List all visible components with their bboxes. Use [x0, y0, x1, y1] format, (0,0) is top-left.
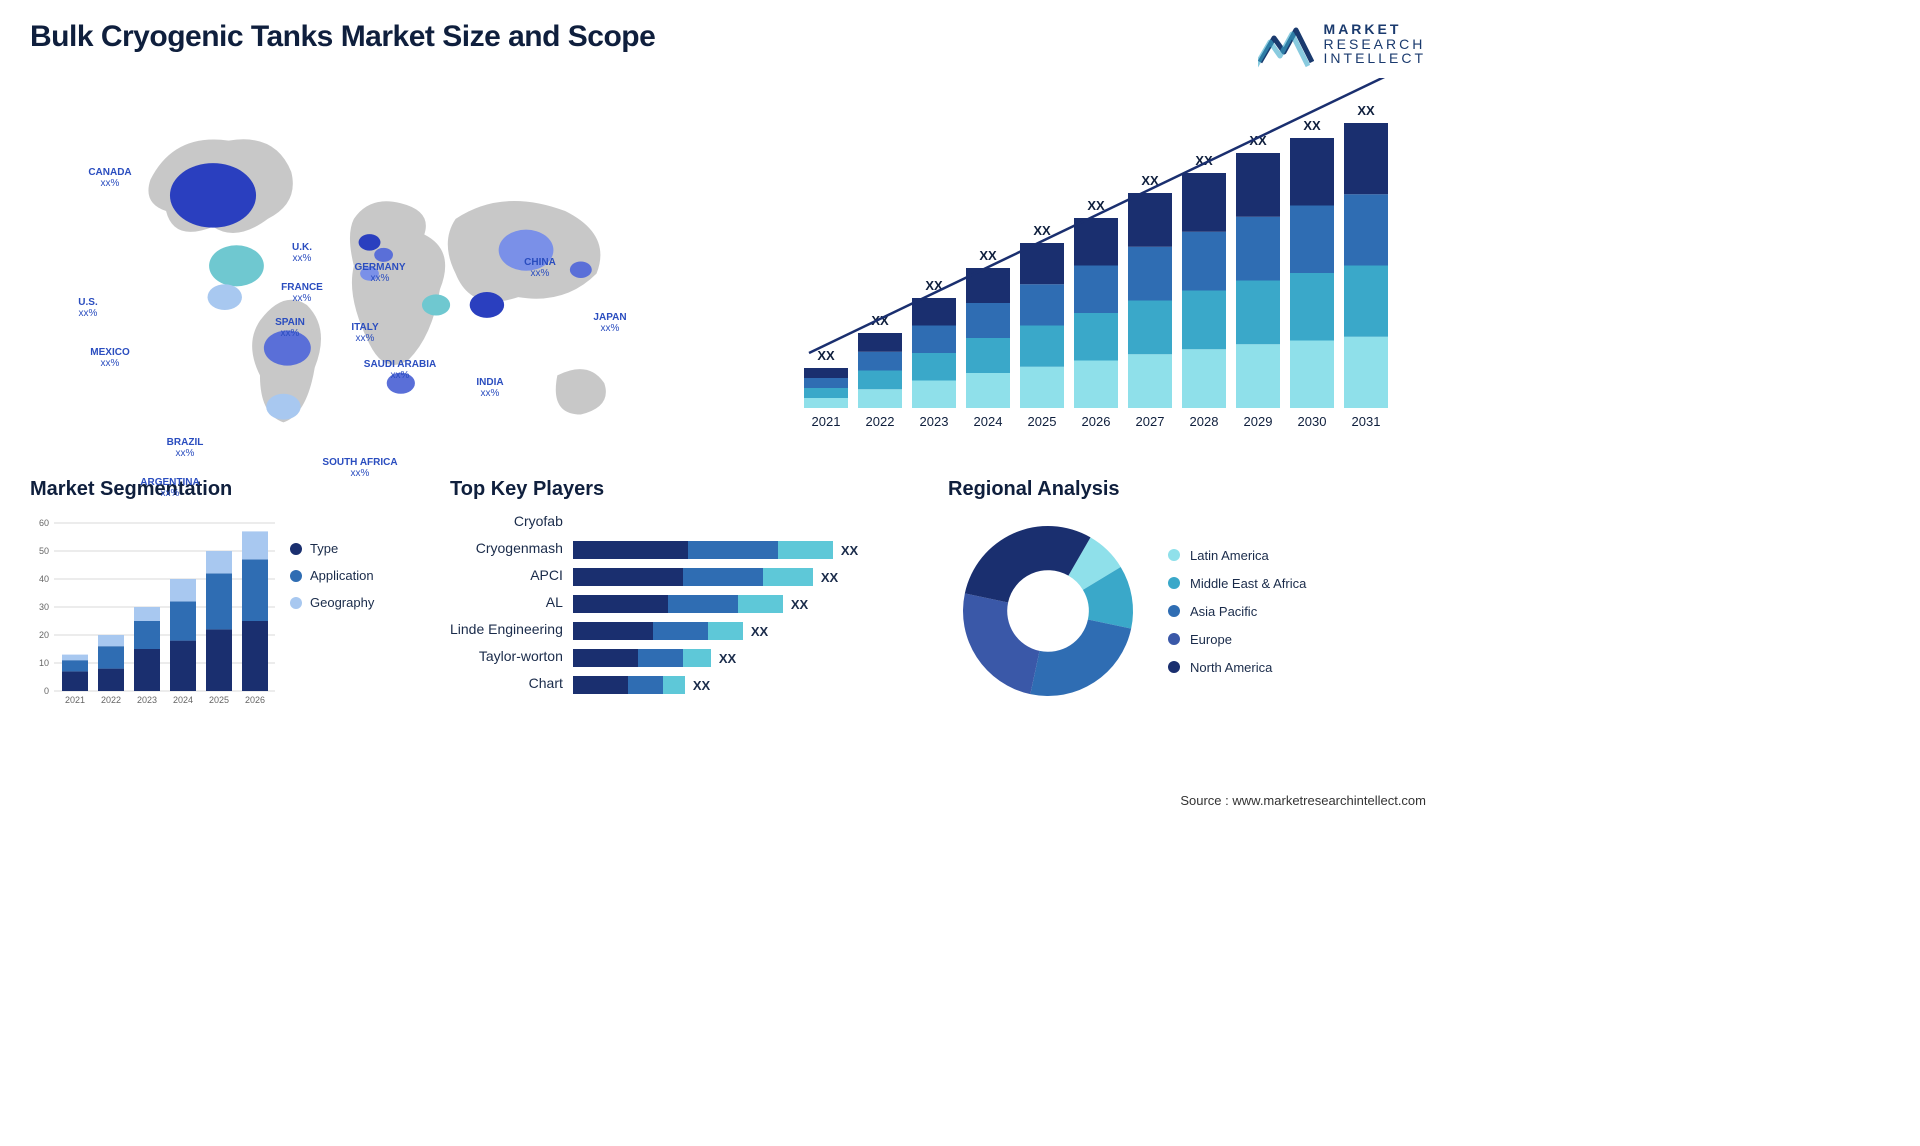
player-name: AL: [546, 594, 563, 614]
player-bar-row: XX: [573, 675, 858, 695]
svg-text:XX: XX: [1033, 223, 1051, 238]
logo-line3: INTELLECT: [1324, 51, 1426, 66]
legend-item: Application: [290, 568, 374, 583]
header: Bulk Cryogenic Tanks Market Size and Sco…: [30, 20, 1426, 68]
map-label: MEXICOxx%: [90, 347, 129, 369]
svg-text:2023: 2023: [920, 414, 949, 429]
svg-text:2021: 2021: [812, 414, 841, 429]
players-section: Top Key Players Cryofab Cryogenmash APCI AL…: [450, 478, 928, 711]
map-label: JAPANxx%: [593, 312, 626, 334]
legend-item: Latin America: [1168, 548, 1306, 563]
players-names: Cryofab Cryogenmash APCI AL Linde Engineerin…: [450, 511, 563, 695]
player-name: Cryogenmash: [476, 540, 563, 560]
svg-text:XX: XX: [1087, 198, 1105, 213]
svg-text:20: 20: [39, 630, 49, 640]
legend-item: Middle East & Africa: [1168, 576, 1306, 591]
svg-text:2029: 2029: [1244, 414, 1273, 429]
forecast-chart: XX2021XX2022XX2023XX2024XX2025XX2026XX20…: [786, 78, 1426, 453]
svg-text:2025: 2025: [209, 695, 229, 705]
svg-text:2028: 2028: [1190, 414, 1219, 429]
svg-text:50: 50: [39, 546, 49, 556]
svg-text:XX: XX: [979, 248, 997, 263]
player-bar-row: XX: [573, 594, 858, 614]
map-label: GERMANYxx%: [354, 262, 405, 284]
players-title: Top Key Players: [450, 478, 928, 501]
regional-legend: Latin America Middle East & Africa Asia Pa…: [1168, 548, 1306, 675]
svg-text:30: 30: [39, 602, 49, 612]
svg-text:2025: 2025: [1028, 414, 1057, 429]
svg-text:2026: 2026: [1082, 414, 1111, 429]
legend-item: Geography: [290, 595, 374, 610]
svg-text:XX: XX: [1303, 118, 1321, 133]
map-label: U.K.xx%: [292, 242, 312, 264]
player-bar-row: XX: [573, 648, 858, 668]
legend-item: Type: [290, 541, 374, 556]
map-label: BRAZILxx%: [167, 437, 204, 459]
segmentation-chart: 0 10 20 30 40 50 60 2021 2022 2023 2024 2025 2026: [30, 511, 275, 711]
segmentation-legend: Type Application Geography: [290, 541, 374, 610]
map-label: ARGENTINAxx%: [140, 477, 199, 499]
svg-text:2024: 2024: [173, 695, 193, 705]
segmentation-title: Market Segmentation: [30, 478, 430, 501]
logo-line2: RESEARCH: [1324, 37, 1426, 52]
logo-icon: [1258, 20, 1314, 68]
brand-logo: MARKET RESEARCH INTELLECT: [1258, 20, 1426, 68]
svg-text:2022: 2022: [866, 414, 895, 429]
legend-item: North America: [1168, 660, 1306, 675]
map-label: U.S.xx%: [78, 297, 97, 319]
svg-text:XX: XX: [817, 348, 835, 363]
svg-text:2024: 2024: [974, 414, 1003, 429]
world-map: [30, 78, 756, 438]
map-label: FRANCExx%: [281, 282, 323, 304]
segmentation-section: Market Segmentation 0 10 20 30 40 50 60 2021 202…: [30, 478, 430, 711]
map-label: CANADAxx%: [88, 167, 131, 189]
player-name: Taylor-worton: [479, 648, 563, 668]
regional-donut: [948, 511, 1148, 711]
players-bars: XX XX XX XX XX XX: [573, 511, 858, 695]
map-label: INDIAxx%: [476, 377, 503, 399]
svg-text:XX: XX: [1357, 103, 1375, 118]
legend-item: Asia Pacific: [1168, 604, 1306, 619]
svg-text:2021: 2021: [65, 695, 85, 705]
svg-text:60: 60: [39, 518, 49, 528]
map-label: SAUDI ARABIAxx%: [364, 359, 436, 381]
svg-text:2030: 2030: [1298, 414, 1327, 429]
legend-item: Europe: [1168, 632, 1306, 647]
svg-text:2023: 2023: [137, 695, 157, 705]
svg-text:10: 10: [39, 658, 49, 668]
player-name: APCI: [530, 567, 563, 587]
svg-text:2022: 2022: [101, 695, 121, 705]
map-label: SPAINxx%: [275, 317, 305, 339]
svg-text:40: 40: [39, 574, 49, 584]
regional-title: Regional Analysis: [948, 478, 1426, 501]
player-name: Linde Engineering: [450, 621, 563, 641]
player-bar-row: XX: [573, 540, 858, 560]
world-map-block: CANADAxx%U.S.xx%MEXICOxx%BRAZILxx%ARGENT…: [30, 78, 756, 453]
map-label: ITALYxx%: [351, 322, 378, 344]
svg-text:2026: 2026: [245, 695, 265, 705]
logo-line1: MARKET: [1324, 22, 1426, 37]
regional-section: Regional Analysis Latin America Middle Ea…: [948, 478, 1426, 711]
player-name: Chart: [529, 675, 563, 695]
svg-text:2027: 2027: [1136, 414, 1165, 429]
player-bar-row: XX: [573, 621, 858, 641]
svg-text:0: 0: [44, 686, 49, 696]
player-bar-row: [573, 513, 858, 533]
page-title: Bulk Cryogenic Tanks Market Size and Sco…: [30, 20, 655, 54]
map-label: CHINAxx%: [524, 257, 556, 279]
svg-text:2031: 2031: [1352, 414, 1381, 429]
player-name: Cryofab: [514, 513, 563, 533]
map-label: SOUTH AFRICAxx%: [322, 457, 397, 479]
player-bar-row: XX: [573, 567, 858, 587]
source-attribution: Source : www.marketresearchintellect.com: [1180, 793, 1426, 808]
